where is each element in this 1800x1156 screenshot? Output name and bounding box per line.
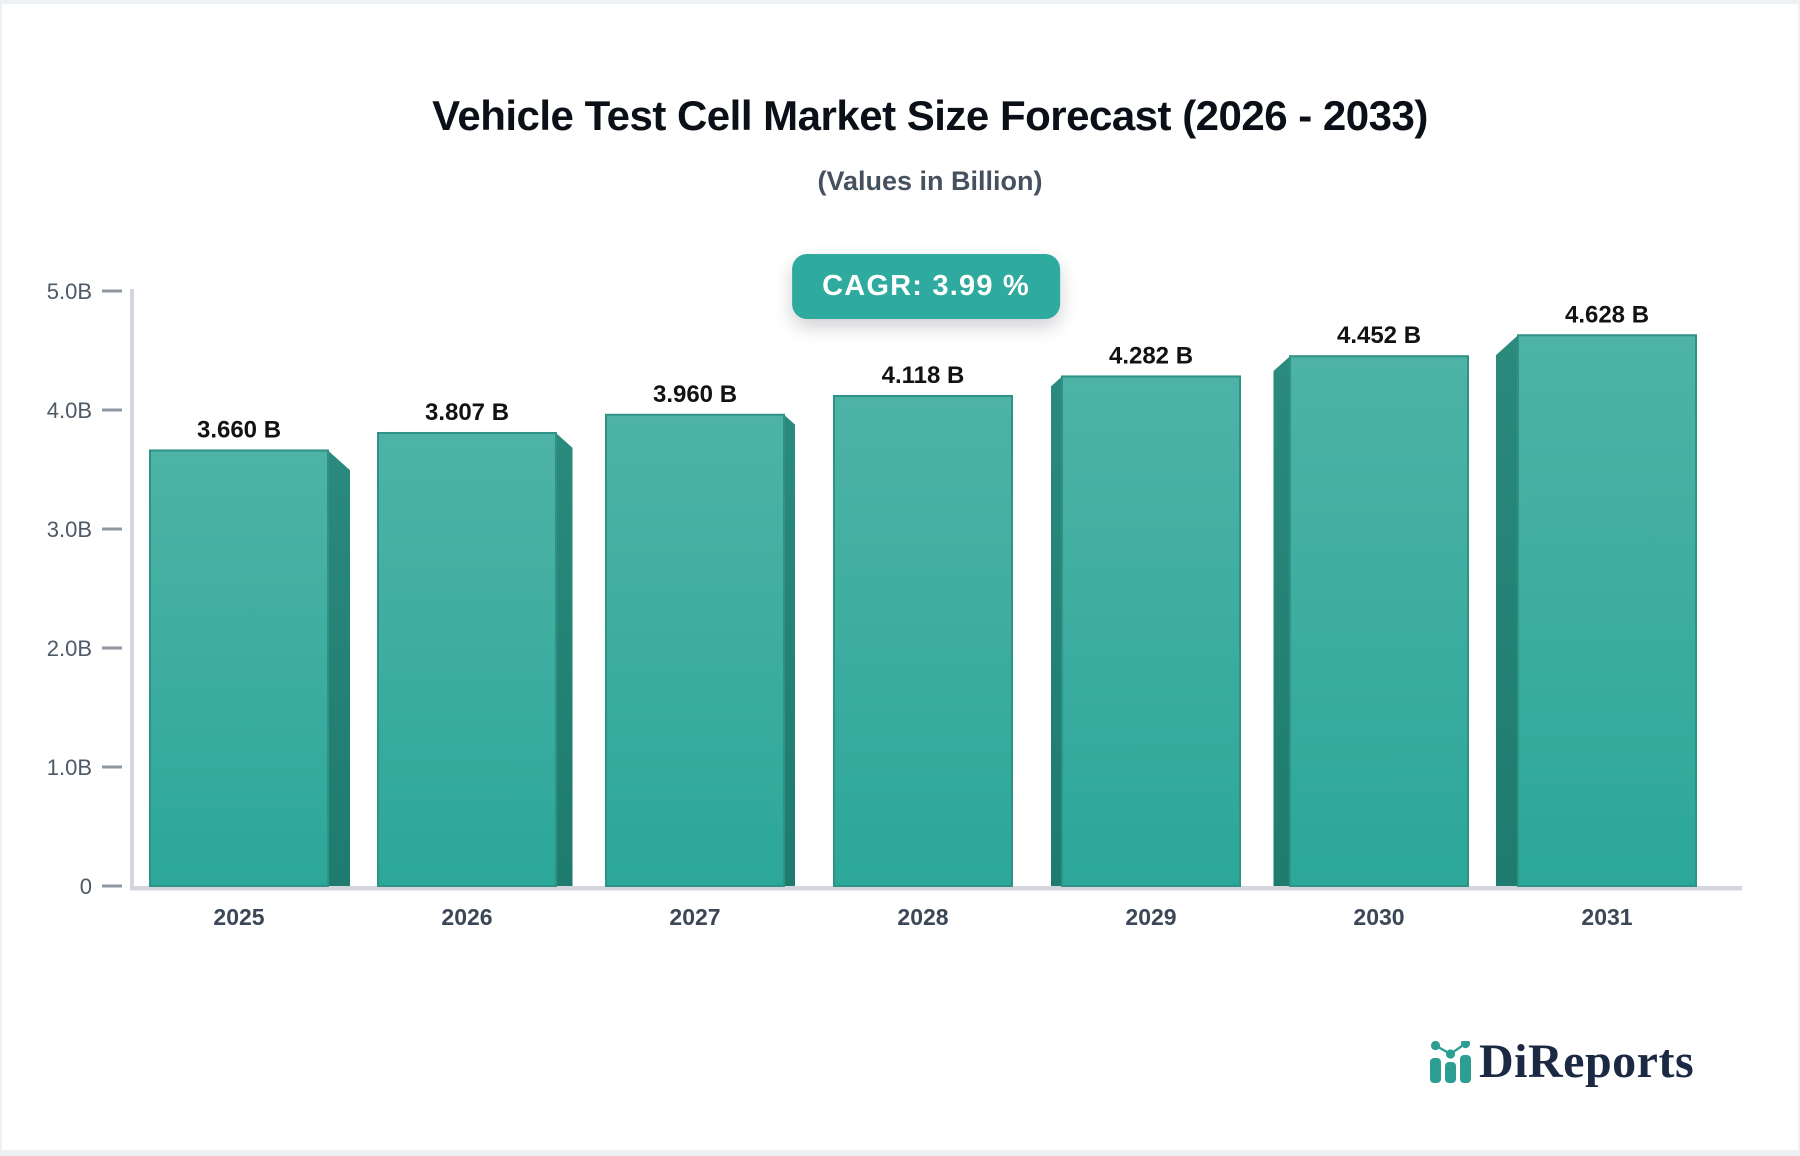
category-label-2027: 2027 <box>669 904 720 930</box>
value-label-2025: 3.660 B <box>197 416 281 443</box>
value-label-2031: 4.628 B <box>1565 301 1649 328</box>
value-label-2028: 4.118 B <box>882 362 965 389</box>
logo-dot-3 <box>1460 1041 1471 1049</box>
value-label-2030: 4.452 B <box>1337 322 1421 349</box>
bar-2029[interactable] <box>1061 375 1241 887</box>
bar-side-2025 <box>328 450 350 886</box>
bar-2026[interactable] <box>377 431 557 887</box>
category-label-2029: 2029 <box>1125 904 1176 930</box>
value-label-2029: 4.282 B <box>1109 342 1193 369</box>
logo-dot-1 <box>1430 1041 1441 1051</box>
y-tick-label: 0 <box>80 874 92 899</box>
bar-2025[interactable] <box>149 449 329 887</box>
y-tick-label: 2.0B <box>47 636 92 661</box>
y-axis-line <box>130 289 134 890</box>
y-tick-label: 1.0B <box>47 755 92 780</box>
chart-title: Vehicle Test Cell Market Size Forecast (… <box>432 92 1428 139</box>
bar-side-2027 <box>784 414 795 886</box>
bar-2031[interactable] <box>1517 334 1697 887</box>
value-label-2027: 3.960 B <box>653 381 737 408</box>
brand-logo: DiReports <box>1428 1038 1694 1086</box>
logo-bar-1 <box>1430 1058 1441 1083</box>
bar-2030[interactable] <box>1289 355 1469 888</box>
category-label-2031: 2031 <box>1581 904 1632 930</box>
bar-side-2029 <box>1051 376 1062 886</box>
category-label-2030: 2030 <box>1353 904 1404 930</box>
brand-name: DiReports <box>1479 1035 1695 1088</box>
bar-2028[interactable] <box>833 394 1013 887</box>
x-axis-line <box>130 886 1742 891</box>
category-label-2026: 2026 <box>441 904 492 930</box>
bar-side-2030 <box>1273 356 1290 886</box>
logo-bar-2 <box>1445 1062 1456 1083</box>
logo-bar-3 <box>1460 1055 1471 1083</box>
logo-dot-2 <box>1445 1049 1456 1059</box>
bar-line-chart-icon <box>1430 1041 1471 1083</box>
value-label-2026: 3.807 B <box>425 399 509 426</box>
bar-2027[interactable] <box>605 413 785 887</box>
cagr-badge: CAGR: 3.99 % <box>792 254 1060 319</box>
bar-side-2026 <box>556 432 573 886</box>
chart-subtitle: (Values in Billion) <box>817 166 1043 196</box>
category-label-2025: 2025 <box>213 904 264 930</box>
category-label-2028: 2028 <box>897 904 948 930</box>
y-tick-label: 3.0B <box>47 517 92 542</box>
y-tick-label: 5.0B <box>47 279 92 304</box>
bar-side-2031 <box>1496 335 1518 886</box>
y-tick-label: 4.0B <box>47 398 92 423</box>
